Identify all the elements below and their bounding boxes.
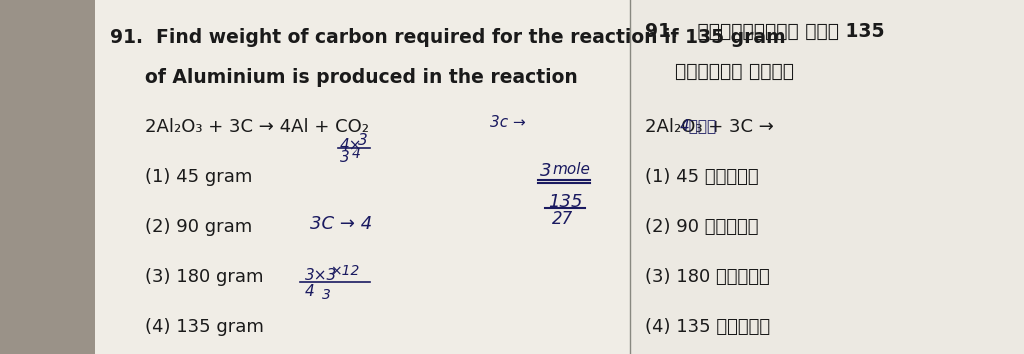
Text: ×12: ×12 (330, 264, 359, 278)
Text: 91.  Find weight of carbon required for the reaction if 135 gram: 91. Find weight of carbon required for t… (110, 28, 785, 47)
Text: of Aluminium is produced in the reaction: of Aluminium is produced in the reaction (145, 68, 578, 87)
Text: 3: 3 (358, 133, 368, 148)
Text: 2Al₂O₃ + 3C → 4Al + CO₂: 2Al₂O₃ + 3C → 4Al + CO₂ (145, 118, 369, 136)
Text: 91.   अभिक्रिया में 135: 91. अभिक्रिया में 135 (645, 22, 885, 41)
Text: आवश्यक होगा: आवश्यक होगा (675, 62, 794, 81)
Text: 3C → 4: 3C → 4 (310, 215, 373, 233)
Text: 4: 4 (305, 284, 314, 299)
Text: 135: 135 (548, 193, 583, 211)
Bar (0, 0, 95, 354)
Text: (3) 180 ग्राम: (3) 180 ग्राम (645, 268, 770, 286)
Text: (2) 90 gram: (2) 90 gram (145, 218, 252, 236)
Text: mole: mole (552, 162, 590, 177)
Text: (1) 45 gram: (1) 45 gram (145, 168, 252, 186)
Text: 3: 3 (540, 162, 552, 180)
Text: 3: 3 (322, 288, 331, 302)
Bar (630, 0, 1024, 354)
Text: (1) 45 ग्राम: (1) 45 ग्राम (645, 168, 759, 186)
Bar (95, 0, 630, 354)
Text: (4) 135 ग्राम: (4) 135 ग्राम (645, 318, 770, 336)
Text: 4मोल: 4मोल (680, 118, 717, 133)
Text: 2Al₂O₃ + 3C →: 2Al₂O₃ + 3C → (645, 118, 774, 136)
Text: 3: 3 (340, 150, 350, 165)
Text: (2) 90 ग्राम: (2) 90 ग्राम (645, 218, 759, 236)
Text: (3) 180 gram: (3) 180 gram (145, 268, 263, 286)
Text: 4×: 4× (340, 138, 362, 153)
Text: 4: 4 (352, 147, 360, 161)
Text: 3c →: 3c → (490, 115, 525, 130)
Text: 3×3: 3×3 (305, 268, 337, 283)
Text: (4) 135 gram: (4) 135 gram (145, 318, 264, 336)
Text: 27: 27 (552, 210, 573, 228)
